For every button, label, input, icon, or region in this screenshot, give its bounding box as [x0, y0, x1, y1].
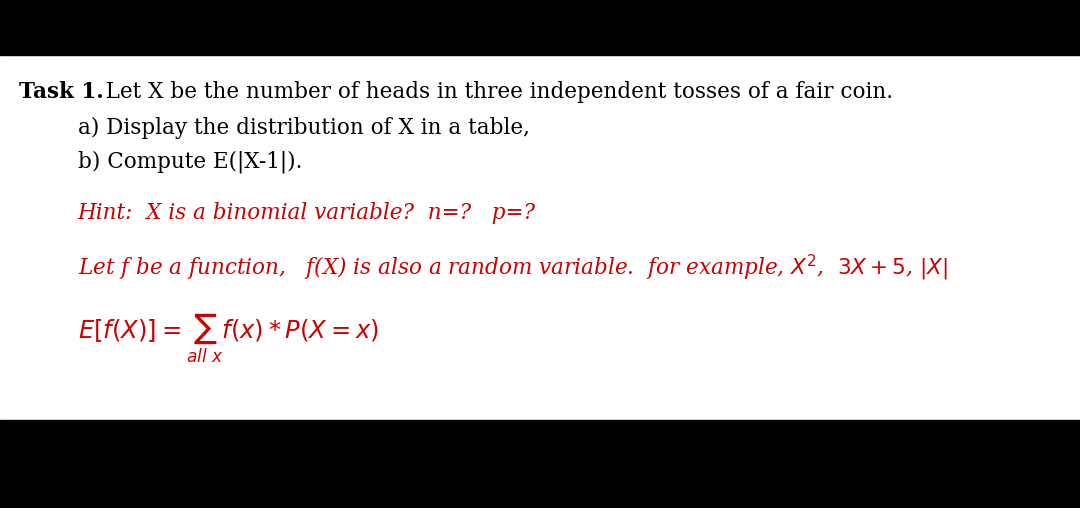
Text: Task 1.: Task 1.: [19, 81, 104, 103]
Text: Hint:  X is a binomial variable?  n=?   p=?: Hint: X is a binomial variable? n=? p=?: [78, 202, 536, 224]
Text: $\mathit{E[f(X)]=\sum_{all\ x}f(x) * P(X = x)}$: $\mathit{E[f(X)]=\sum_{all\ x}f(x) * P(X…: [78, 311, 379, 365]
Text: Let f be a function,   f(X) is also a random variable.  for example, $\mathit{X}: Let f be a function, f(X) is also a rand…: [78, 253, 947, 283]
Text: b) Compute E(|X-1|).: b) Compute E(|X-1|).: [78, 151, 302, 173]
Text: a) Display the distribution of X in a table,: a) Display the distribution of X in a ta…: [78, 117, 529, 139]
Text: Let X be the number of heads in three independent tosses of a fair coin.: Let X be the number of heads in three in…: [92, 81, 893, 103]
